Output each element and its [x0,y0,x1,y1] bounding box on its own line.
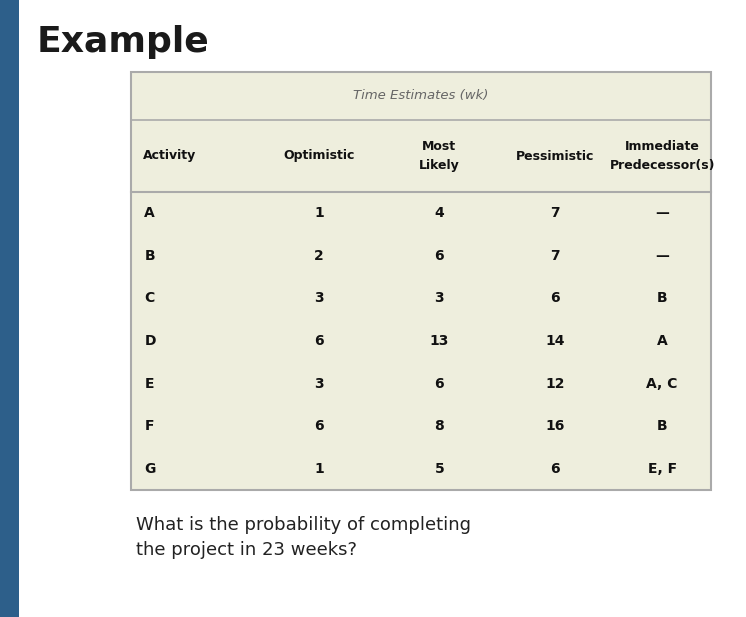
Text: 6: 6 [435,249,444,263]
Text: 16: 16 [545,419,565,433]
Text: B: B [656,291,668,305]
Text: 6: 6 [435,376,444,391]
Text: B: B [145,249,155,263]
Text: E, F: E, F [648,462,677,476]
Text: 1: 1 [314,462,324,476]
Text: 13: 13 [430,334,449,348]
Text: E: E [145,376,154,391]
Text: 6: 6 [314,334,324,348]
Text: Predecessor(s): Predecessor(s) [609,159,715,172]
Text: C: C [145,291,154,305]
Text: Example: Example [37,25,209,59]
Text: Optimistic: Optimistic [283,149,354,162]
Text: 6: 6 [314,419,324,433]
Text: Immediate: Immediate [624,141,700,154]
Text: 5: 5 [434,462,444,476]
Text: 3: 3 [314,376,324,391]
Text: 1: 1 [314,206,324,220]
Text: 4: 4 [434,206,444,220]
Text: 7: 7 [550,249,560,263]
Text: B: B [656,419,668,433]
Text: —: — [655,249,669,263]
Text: What is the probability of completing
the project in 23 weeks?: What is the probability of completing th… [136,516,471,559]
Text: 3: 3 [314,291,324,305]
Bar [131,72,711,490]
Text: 2: 2 [314,249,324,263]
Text: A: A [656,334,668,348]
Text: 3: 3 [435,291,444,305]
Text: 12: 12 [545,376,565,391]
Text: A, C: A, C [647,376,678,391]
Text: 6: 6 [550,462,560,476]
Text: Activity: Activity [142,149,195,162]
Text: A: A [145,206,155,220]
Text: Likely: Likely [419,159,460,172]
Text: Time Estimates (wk): Time Estimates (wk) [353,89,489,102]
Text: F: F [145,419,154,433]
Text: 7: 7 [550,206,560,220]
Text: 14: 14 [545,334,565,348]
Text: D: D [145,334,156,348]
Text: G: G [145,462,156,476]
Text: 8: 8 [434,419,444,433]
Text: —: — [655,206,669,220]
Text: Pessimistic: Pessimistic [515,149,594,162]
Text: Most: Most [422,141,457,154]
Text: 6: 6 [550,291,560,305]
Bar [131,72,711,490]
